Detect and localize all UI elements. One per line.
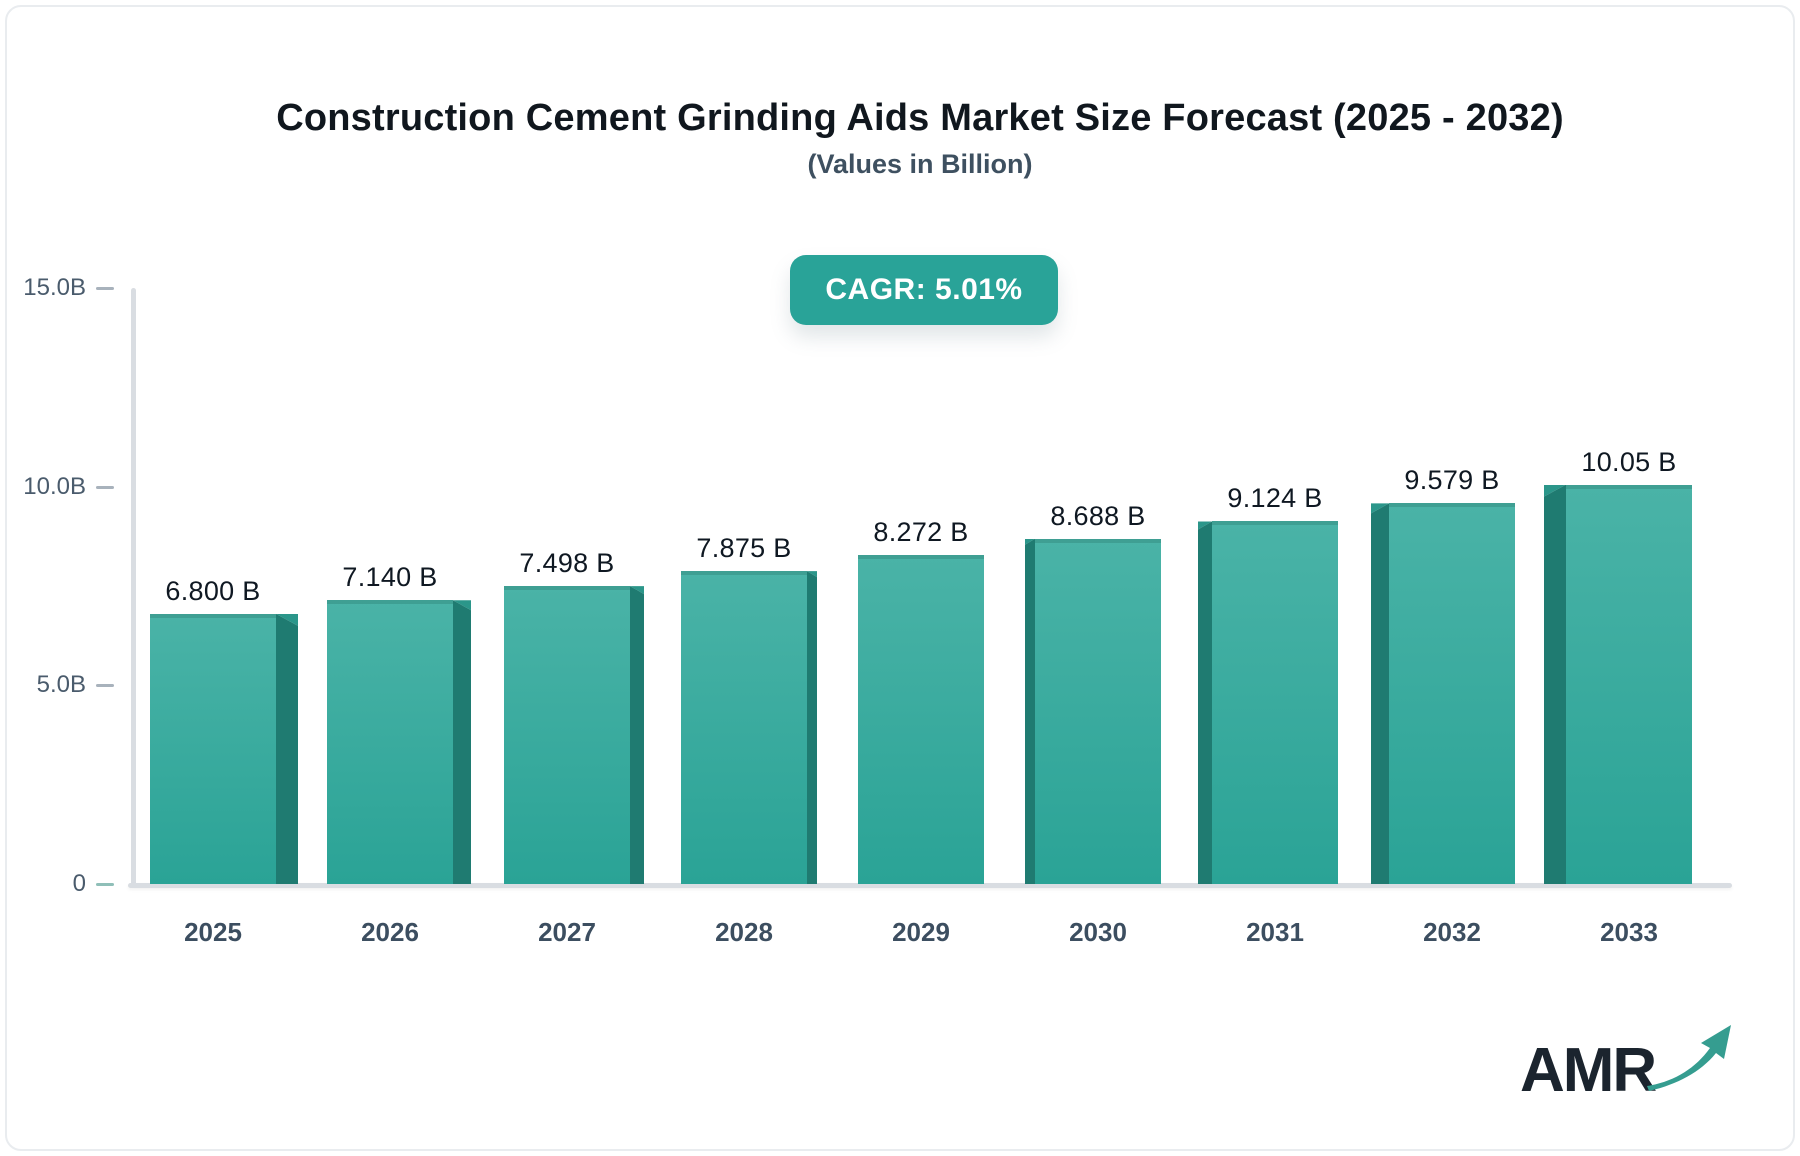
y-axis-line (131, 288, 136, 888)
y-tick-label-10.0B: 10.0B (23, 472, 86, 500)
bar-2027 (504, 586, 630, 884)
y-tick-mark-0 (96, 883, 114, 886)
x-axis-line (128, 883, 1732, 888)
bar-2031 (1212, 521, 1338, 884)
bar-side-face-2033 (1544, 484, 1566, 884)
bar-2028 (681, 571, 807, 884)
year-label-2027: 2027 (538, 917, 596, 947)
bar-value-label-2026: 7.140 B (342, 562, 438, 593)
bar-value-label-2027: 7.498 B (519, 548, 615, 579)
bar-side-face-2028 (807, 571, 817, 884)
bar-side-face-2027 (630, 586, 644, 884)
chart-subtitle: (Values in Billion) (807, 149, 1033, 179)
y-tick-mark-15.0B (96, 287, 114, 290)
year-label-2029: 2029 (892, 917, 950, 947)
year-label-2025: 2025 (184, 917, 242, 947)
year-label-2031: 2031 (1246, 917, 1304, 947)
y-tick-label-5.0B: 5.0B (36, 671, 86, 699)
bar-2032 (1389, 503, 1515, 884)
y-tick-label-15.0B: 15.0B (23, 274, 86, 301)
bar-2025 (150, 613, 276, 884)
bar-2029 (858, 555, 984, 884)
bar-value-label-2029: 8.272 B (873, 517, 969, 548)
amr-logo: AMR (1520, 1025, 1733, 1105)
bar-side-face-2026 (453, 600, 471, 884)
cagr-badge: CAGR: 5.01% (790, 255, 1058, 325)
bar-side-face-2025 (276, 613, 298, 884)
growth-arrow-icon (1647, 1025, 1732, 1091)
year-label-2033: 2033 (1600, 917, 1658, 947)
bar-value-label-2033: 10.05 B (1581, 446, 1677, 477)
year-label-2032: 2032 (1423, 917, 1481, 947)
bar-2026 (327, 600, 453, 884)
y-tick-mark-5.0B (96, 684, 114, 688)
bar-side-face-2032 (1371, 503, 1389, 884)
bar-value-label-2028: 7.875 B (696, 533, 792, 564)
bar-value-label-2030: 8.688 B (1050, 500, 1146, 531)
logo-text: AMR (1520, 1036, 1657, 1105)
bar-value-label-2025: 6.800 B (165, 575, 261, 606)
year-label-2026: 2026 (361, 917, 419, 947)
chart-header: Construction Cement Grinding Aids Market… (40, 0, 1800, 180)
bar-side-face-2030 (1025, 538, 1035, 884)
year-label-2030: 2030 (1069, 917, 1127, 947)
y-tick-mark-10.0B (96, 485, 114, 489)
year-label-2028: 2028 (715, 917, 773, 947)
bar-value-label-2031: 9.124 B (1227, 483, 1323, 514)
chart-title: Construction Cement Grinding Aids Market… (276, 97, 1564, 139)
bar-2030 (1035, 538, 1161, 884)
bar-value-label-2032: 9.579 B (1404, 465, 1500, 496)
bar-2033 (1566, 484, 1692, 884)
bar-side-face-2031 (1198, 521, 1212, 884)
y-tick-label-0: 0 (72, 870, 86, 897)
